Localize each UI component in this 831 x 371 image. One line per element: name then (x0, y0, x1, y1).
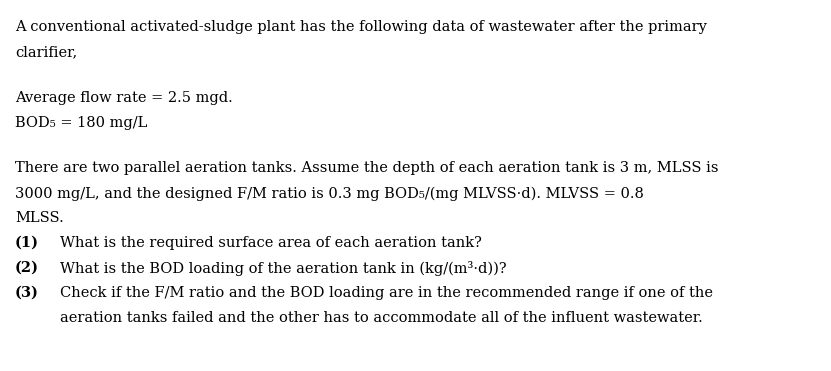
Text: MLSS.: MLSS. (15, 211, 64, 225)
Text: (1): (1) (15, 236, 39, 250)
Text: (3): (3) (15, 286, 39, 300)
Text: Check if the F/M ratio and the BOD loading are in the recommended range if one o: Check if the F/M ratio and the BOD loadi… (60, 286, 713, 300)
Text: clarifier,: clarifier, (15, 45, 77, 59)
Text: 3000 mg/L, and the designed F/M ratio is 0.3 mg BOD₅/(mg MLVSS·d). MLVSS = 0.8: 3000 mg/L, and the designed F/M ratio is… (15, 186, 644, 201)
Text: BOD₅ = 180 mg/L: BOD₅ = 180 mg/L (15, 116, 147, 130)
Text: Average flow rate = 2.5 mgd.: Average flow rate = 2.5 mgd. (15, 91, 233, 105)
Text: What is the BOD loading of the aeration tank in (kg/(m³·d))?: What is the BOD loading of the aeration … (60, 261, 506, 276)
Text: A conventional activated-sludge plant has the following data of wastewater after: A conventional activated-sludge plant ha… (15, 20, 707, 35)
Text: aeration tanks failed and the other has to accommodate all of the influent waste: aeration tanks failed and the other has … (60, 311, 702, 325)
Text: What is the required surface area of each aeration tank?: What is the required surface area of eac… (60, 236, 482, 250)
Text: (2): (2) (15, 261, 39, 275)
Text: There are two parallel aeration tanks. Assume the depth of each aeration tank is: There are two parallel aeration tanks. A… (15, 161, 719, 175)
